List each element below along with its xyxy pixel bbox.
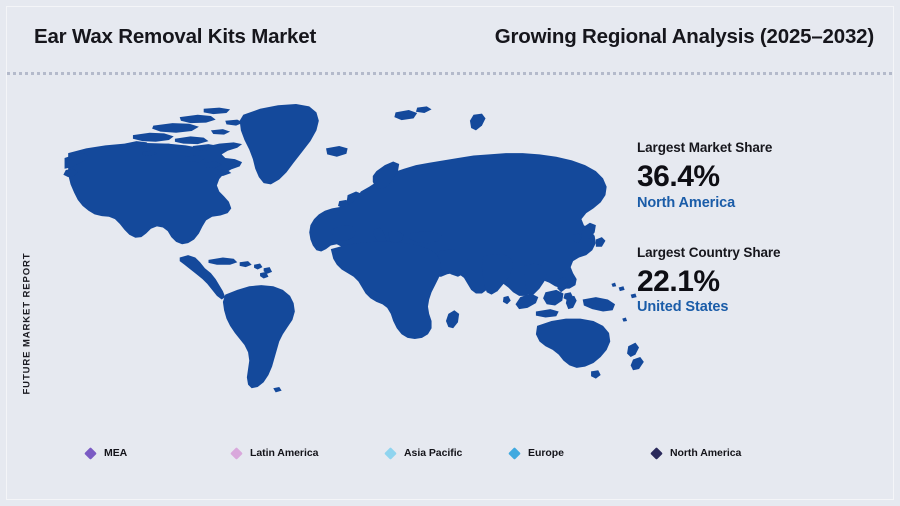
legend-label: Asia Pacific <box>404 447 463 459</box>
stat-label: Largest Market Share <box>637 140 773 155</box>
stat-value: 22.1% <box>637 264 720 298</box>
legend-marker-icon <box>84 446 97 460</box>
map-legend: MEA Latin America Asia Pacific Europe No… <box>84 446 786 467</box>
header-subtitle: Growing Regional Analysis (2025–2032) <box>494 25 874 48</box>
legend-marker-icon <box>230 446 243 460</box>
page-title: Ear Wax Removal Kits Market <box>34 25 317 48</box>
stats-panel: Largest Market Share 36.4% North America… <box>637 140 877 315</box>
brand-watermark: FUTURE MARKET REPORT <box>21 252 33 395</box>
legend-label: Latin America <box>250 447 319 459</box>
world-map-svg <box>63 103 644 393</box>
stat-block-country-share: Largest Country Share 22.1% United State… <box>637 245 877 316</box>
stat-label: Largest Country Share <box>637 244 781 260</box>
stat-value: 36.4% <box>637 160 720 193</box>
header-divider <box>7 72 893 75</box>
legend-marker-icon <box>508 446 521 460</box>
map-landmasses <box>63 103 644 393</box>
world-map <box>62 86 662 426</box>
legend-label: MEA <box>104 447 128 459</box>
legend-item-europe: Europe <box>508 446 564 460</box>
legend-item-latin-america: Latin America <box>230 446 319 460</box>
stat-block-market-share: Largest Market Share 36.4% North America <box>637 140 877 211</box>
stat-region: North America <box>637 194 736 211</box>
legend-item-north-america: North America <box>650 446 742 460</box>
header: Ear Wax Removal Kits Market Growing Regi… <box>0 0 900 73</box>
legend-marker-icon <box>650 446 663 460</box>
legend-label: Europe <box>528 447 564 459</box>
legend-label: North America <box>670 447 742 459</box>
legend-marker-icon <box>384 446 397 460</box>
legend-item-mea: MEA <box>84 446 128 460</box>
legend-item-asia-pacific: Asia Pacific <box>384 446 463 460</box>
stat-region: United States <box>637 299 729 315</box>
